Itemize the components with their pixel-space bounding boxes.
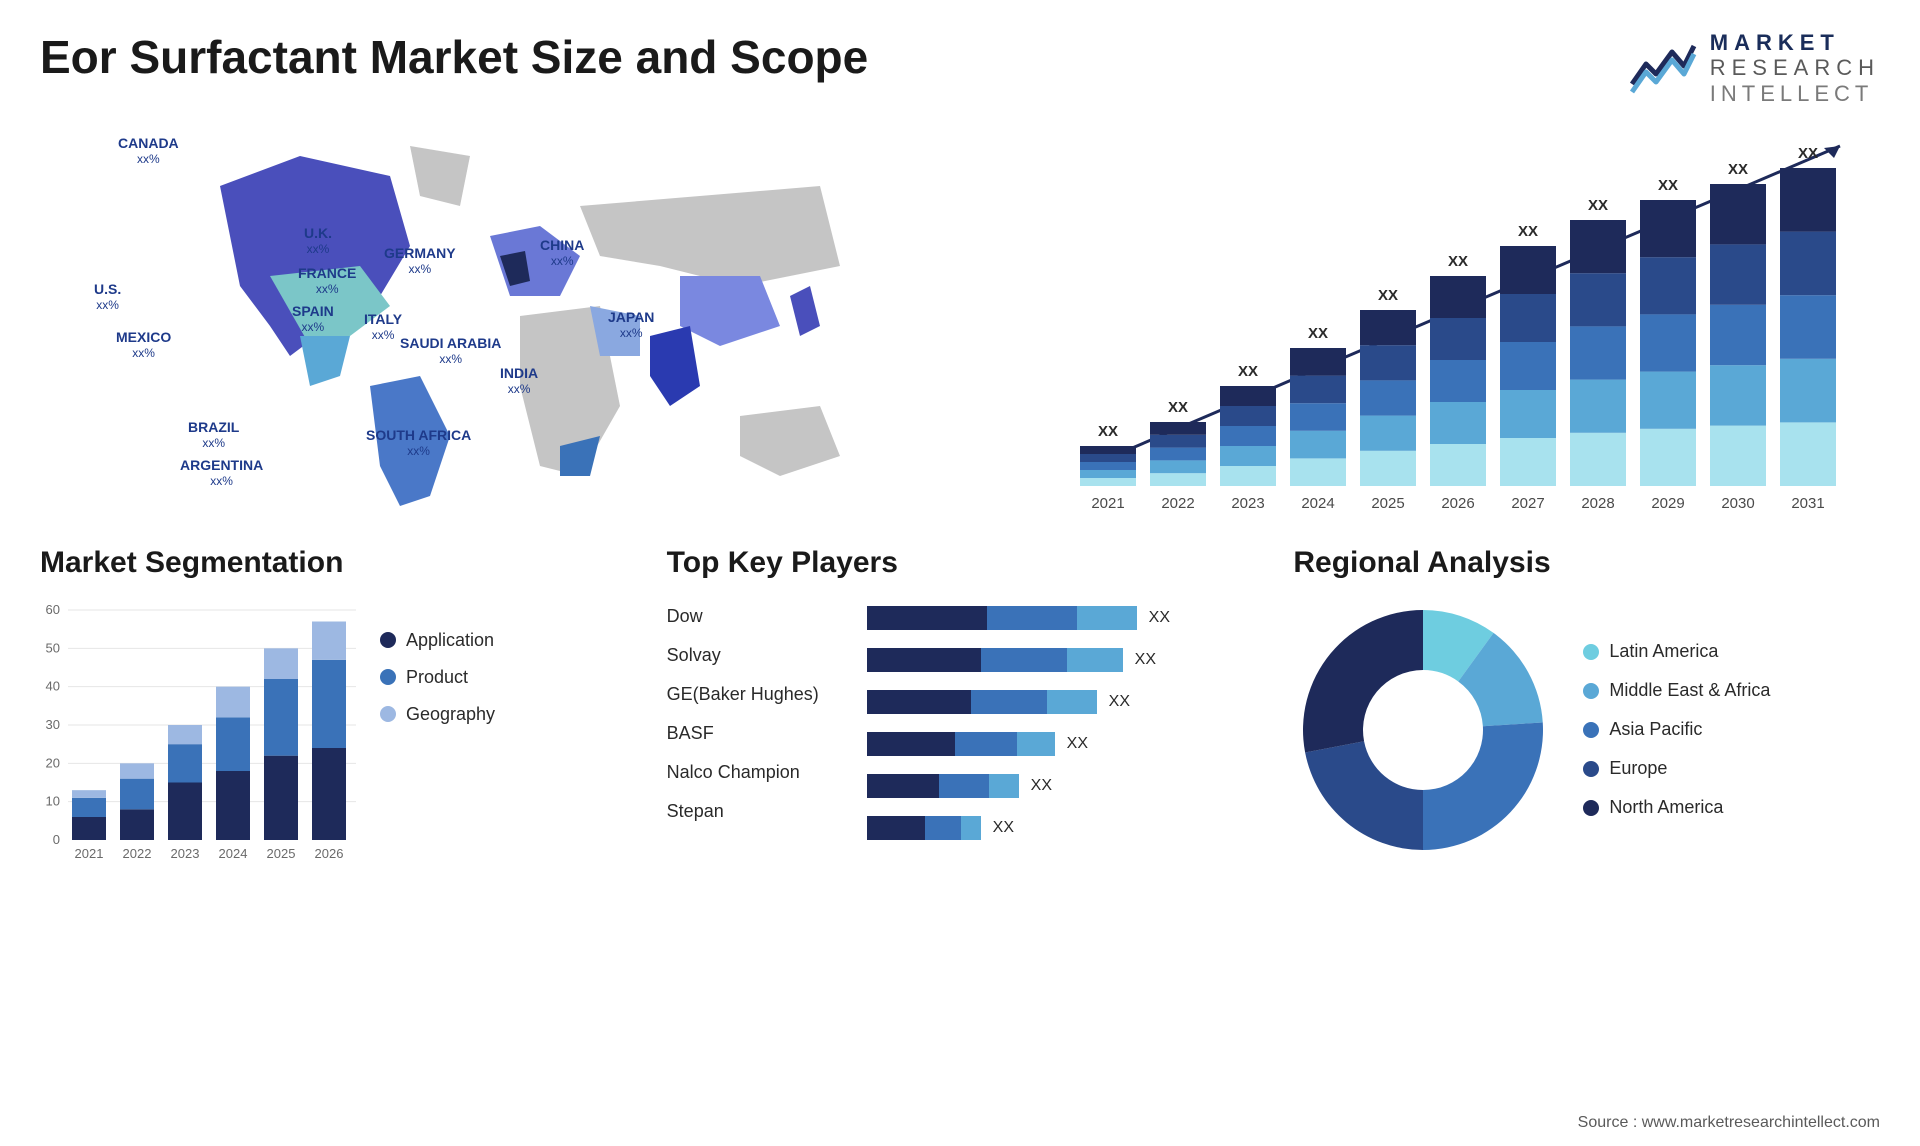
country-label: ARGENTINAxx% xyxy=(180,458,263,489)
country-label: FRANCExx% xyxy=(298,266,356,297)
regional-donut xyxy=(1293,600,1553,860)
country-label: BRAZILxx% xyxy=(188,420,239,451)
svg-text:2024: 2024 xyxy=(1301,495,1334,512)
svg-text:0: 0 xyxy=(53,832,60,847)
svg-text:XX: XX xyxy=(1238,363,1258,380)
brand-logo: MARKET RESEARCH INTELLECT xyxy=(1628,30,1880,106)
players-panel: Top Key Players Dow Solvay GE(Baker Hughes… xyxy=(667,546,1254,870)
segmentation-chart-svg: 0 10 20 30 40 50 60 2021 2022 2023 2024 2025 2026 xyxy=(40,600,360,870)
legend-item: Latin America xyxy=(1583,641,1770,662)
country-label: SOUTH AFRICAxx% xyxy=(366,428,471,459)
header: Eor Surfactant Market Size and Scope MAR… xyxy=(40,30,1880,106)
player-name: Solvay xyxy=(667,645,847,666)
segmentation-panel: Market Segmentation 0 10 20 30 40 50 60 2021 202… xyxy=(40,546,627,870)
country-label: CANADAxx% xyxy=(118,136,179,167)
growth-chart: XX 2021 XX 2022 XX 2023 XX 2024 XX 2025 XX 2026 XX 20… xyxy=(1060,126,1880,516)
svg-text:2029: 2029 xyxy=(1651,495,1684,512)
country-label: U.K.xx% xyxy=(304,226,332,257)
legend-item: North America xyxy=(1583,797,1770,818)
player-bar-row: XX xyxy=(867,648,1254,672)
segmentation-title: Market Segmentation xyxy=(40,546,627,580)
svg-text:2027: 2027 xyxy=(1511,495,1544,512)
player-bar-row: XX xyxy=(867,774,1254,798)
legend-item: Application xyxy=(380,630,495,651)
svg-text:XX: XX xyxy=(1098,423,1118,440)
regional-panel: Regional Analysis Latin America Middle Ea… xyxy=(1293,546,1880,870)
player-bar-row: XX xyxy=(867,816,1254,840)
logo-text-3: INTELLECT xyxy=(1710,81,1880,106)
player-bars-chart: XX XX XX XX XX XX xyxy=(867,600,1254,840)
svg-text:10: 10 xyxy=(46,794,60,809)
country-label: ITALYxx% xyxy=(364,312,402,343)
svg-text:XX: XX xyxy=(1798,145,1818,162)
legend-item: Product xyxy=(380,667,495,688)
player-name: Stepan xyxy=(667,801,847,822)
svg-text:XX: XX xyxy=(1588,197,1608,214)
country-label: U.S.xx% xyxy=(94,282,121,313)
svg-text:2026: 2026 xyxy=(315,846,344,861)
svg-text:2031: 2031 xyxy=(1791,495,1824,512)
player-bar-row: XX xyxy=(867,690,1254,714)
player-bar-row: XX xyxy=(867,606,1254,630)
segmentation-legend: Application Product Geography xyxy=(380,600,495,870)
svg-text:XX: XX xyxy=(1378,287,1398,304)
country-label: CHINAxx% xyxy=(540,238,584,269)
svg-text:60: 60 xyxy=(46,602,60,617)
country-label: INDIAxx% xyxy=(500,366,538,397)
svg-text:XX: XX xyxy=(1448,253,1468,270)
legend-item: Europe xyxy=(1583,758,1770,779)
legend-item: Middle East & Africa xyxy=(1583,680,1770,701)
logo-mark-icon xyxy=(1628,40,1698,96)
svg-text:2030: 2030 xyxy=(1721,495,1754,512)
svg-text:XX: XX xyxy=(1658,177,1678,194)
legend-item: Geography xyxy=(380,704,495,725)
svg-text:2023: 2023 xyxy=(171,846,200,861)
svg-text:2028: 2028 xyxy=(1581,495,1614,512)
player-name: GE(Baker Hughes) xyxy=(667,684,847,705)
svg-text:20: 20 xyxy=(46,755,60,770)
svg-text:50: 50 xyxy=(46,640,60,655)
svg-text:40: 40 xyxy=(46,679,60,694)
world-map: CANADAxx% U.S.xx% MEXICOxx% BRAZILxx% ARGENT… xyxy=(40,126,1020,516)
logo-text-1: MARKET xyxy=(1710,30,1880,55)
country-label: MEXICOxx% xyxy=(116,330,171,361)
regional-title: Regional Analysis xyxy=(1293,546,1880,580)
regional-legend: Latin America Middle East & Africa Asia Pa… xyxy=(1583,641,1770,818)
svg-text:2024: 2024 xyxy=(219,846,248,861)
player-name: BASF xyxy=(667,723,847,744)
country-label: SPAINxx% xyxy=(292,304,334,335)
legend-item: Asia Pacific xyxy=(1583,719,1770,740)
svg-text:XX: XX xyxy=(1308,325,1328,342)
svg-text:XX: XX xyxy=(1168,399,1188,416)
player-name: Nalco Champion xyxy=(667,762,847,783)
svg-text:XX: XX xyxy=(1728,161,1748,178)
svg-text:2023: 2023 xyxy=(1231,495,1264,512)
player-names-list: Dow Solvay GE(Baker Hughes) BASF Nalco Champ… xyxy=(667,600,847,840)
svg-text:2025: 2025 xyxy=(1371,495,1404,512)
svg-text:2022: 2022 xyxy=(123,846,152,861)
top-section: CANADAxx% U.S.xx% MEXICOxx% BRAZILxx% ARGENT… xyxy=(40,126,1880,516)
svg-text:30: 30 xyxy=(46,717,60,732)
logo-text-2: RESEARCH xyxy=(1710,55,1880,80)
growth-chart-svg: XX 2021 XX 2022 XX 2023 XX 2024 XX 2025 XX 2026 XX 20… xyxy=(1060,126,1880,516)
bottom-section: Market Segmentation 0 10 20 30 40 50 60 2021 202… xyxy=(40,546,1880,870)
country-label: SAUDI ARABIAxx% xyxy=(400,336,501,367)
svg-text:2025: 2025 xyxy=(267,846,296,861)
page-title: Eor Surfactant Market Size and Scope xyxy=(40,30,868,84)
regional-donut-svg xyxy=(1293,600,1553,860)
players-title: Top Key Players xyxy=(667,546,1254,580)
svg-text:2021: 2021 xyxy=(1091,495,1124,512)
country-label: GERMANYxx% xyxy=(384,246,456,277)
svg-text:2021: 2021 xyxy=(75,846,104,861)
svg-text:XX: XX xyxy=(1518,223,1538,240)
player-name: Dow xyxy=(667,606,847,627)
svg-text:2026: 2026 xyxy=(1441,495,1474,512)
segmentation-chart: 0 10 20 30 40 50 60 2021 2022 2023 2024 2025 2026 xyxy=(40,600,360,870)
svg-text:2022: 2022 xyxy=(1161,495,1194,512)
player-bar-row: XX xyxy=(867,732,1254,756)
source-credit: Source : www.marketresearchintellect.com xyxy=(1578,1114,1880,1132)
country-label: JAPANxx% xyxy=(608,310,654,341)
